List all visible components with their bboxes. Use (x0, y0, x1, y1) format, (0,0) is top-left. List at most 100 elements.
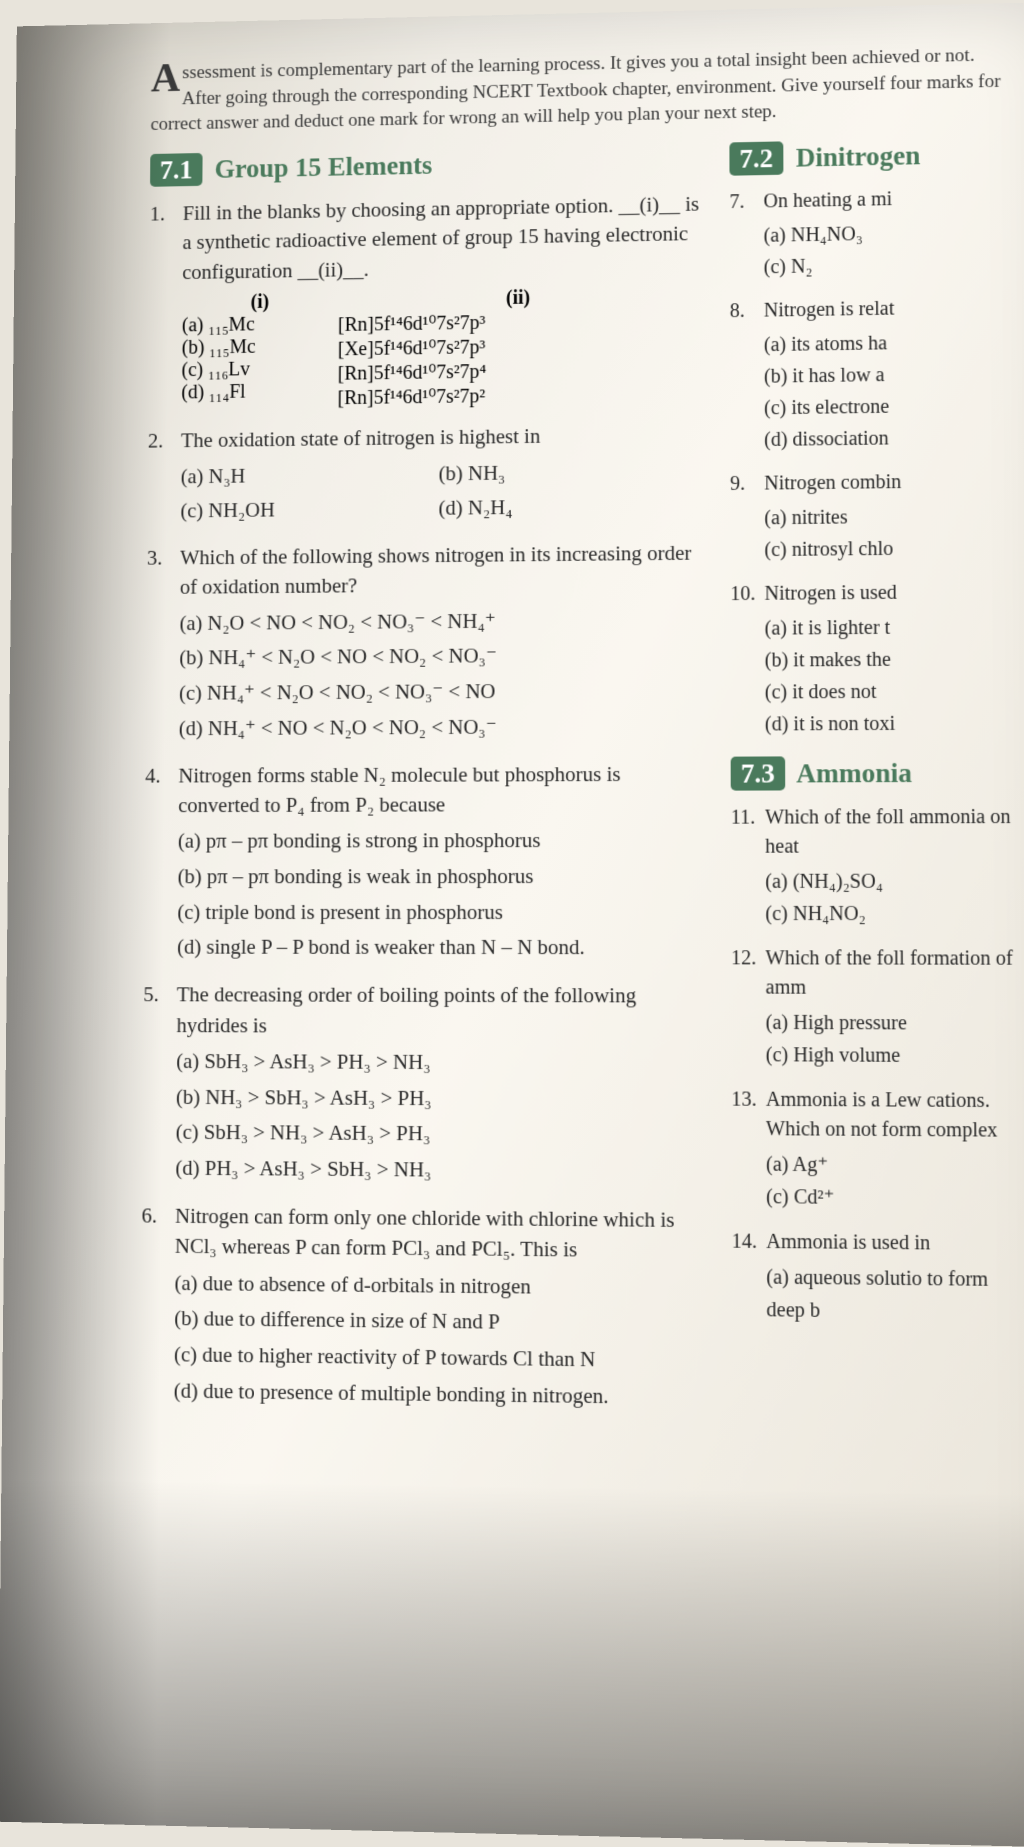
opt-a: (a) aqueous solutio to form deep b (766, 1261, 1019, 1329)
opt-c: (c) it does not (765, 675, 1015, 708)
opt-c: (c) NH₂OH (180, 491, 438, 529)
opt-d: (d) N₂H₄ (438, 489, 700, 527)
opt-d-i: (d) ₁₁₄Fl (181, 380, 337, 405)
qnum: 13. (731, 1085, 766, 1144)
q4-options: (a) pπ – pπ bonding is strong in phospho… (177, 823, 701, 966)
opt-a: (a) NH₄NO₃ (764, 216, 1012, 252)
opt-d-ii: [Rn]5f¹⁴6d¹⁰7s²7p² (338, 381, 700, 410)
q12-options: (a) High pressure (c) High volume (766, 1007, 1017, 1073)
qnum: 10. (730, 580, 764, 609)
qtext: The oxidation state of nitrogen is highe… (181, 419, 700, 455)
question-13: 13. Ammonia is a Lew cations. Which on n… (731, 1085, 1017, 1145)
two-column-layout: 7.1 Group 15 Elements 1. Fill in the bla… (140, 138, 1024, 1420)
opt-a: (a) pπ – pπ bonding is strong in phospho… (178, 823, 701, 859)
section-title: Group 15 Elements (215, 150, 433, 183)
opt-c-i: (c) ₁₁₆Lv (181, 357, 337, 382)
intro-text: ssessment is complementary part of the l… (150, 45, 1000, 135)
q11-options: (a) (NH₄)₂SO₄ (c) NH₄NO₂ (765, 865, 1016, 930)
qtext: Nitrogen forms stable N₂ molecule but ph… (178, 758, 700, 820)
section-7-3-heading: 7.3 Ammonia (731, 757, 1015, 789)
left-column: 7.1 Group 15 Elements 1. Fill in the bla… (140, 145, 701, 1416)
opt-b: (b) it makes the (765, 643, 1015, 677)
opt-c: (c) NH₄⁺ < N₂O < NO₂ < NO₃⁻ < NO (179, 673, 700, 711)
opt-d: (d) it is non toxi (765, 707, 1015, 740)
opt-b: (b) pπ – pπ bonding is weak in phosphoru… (178, 859, 701, 895)
q7-options: (a) NH₄NO₃ (c) N₂ (764, 216, 1012, 283)
textbook-page: A ssessment is complementary part of the… (0, 3, 1024, 1847)
opt-d: (d) due to presence of multiple bonding … (174, 1373, 702, 1416)
question-11: 11. Which of the foll ammonia on heat (731, 803, 1016, 862)
qnum: 4. (145, 760, 179, 820)
question-14: 14. Ammonia is used in (732, 1227, 1019, 1259)
opt-a: (a) its atoms ha (764, 325, 1012, 360)
opt-a: (a) it is lighter t (765, 611, 1014, 645)
q3-options: (a) N₂O < NO < NO₂ < NO₃⁻ < NH₄⁺ (b) NH₄… (179, 602, 701, 746)
opt-a: (a) (NH₄)₂SO₄ (765, 865, 1016, 897)
q5-options: (a) SbH₃ > AsH₃ > PH₃ > NH₃ (b) NH₃ > Sb… (175, 1044, 701, 1190)
opt-a-i: (a) ₁₁₅Mc (182, 313, 338, 338)
qnum: 8. (730, 297, 764, 326)
qnum: 11. (731, 803, 765, 861)
opt-c: (c) SbH₃ > NH₃ > AsH₃ > PH₃ (176, 1115, 701, 1154)
section-number: 7.3 (731, 756, 785, 790)
opt-a: (a) N₃H (181, 456, 439, 494)
q8-options: (a) its atoms ha (b) it has low a (c) it… (764, 325, 1013, 455)
question-6: 6. Nitrogen can form only one chloride w… (141, 1200, 701, 1266)
question-4: 4. Nitrogen forms stable N₂ molecule but… (145, 758, 701, 820)
question-3: 3. Which of the following shows nitrogen… (147, 538, 701, 603)
opt-c: (c) N₂ (764, 247, 1012, 283)
question-8: 8. Nitrogen is relat (730, 293, 1012, 326)
opt-c: (c) nitrosyl chlo (764, 532, 1013, 566)
dropcap: A (151, 61, 181, 98)
opt-a: (a) due to absence of d-orbitals in nitr… (174, 1266, 701, 1307)
qtext: Nitrogen is relat (764, 293, 1012, 326)
q10-options: (a) it is lighter t (b) it makes the (c)… (765, 611, 1015, 741)
opt-c: (c) Cd²⁺ (766, 1181, 1018, 1216)
page-bottom-shadow (0, 1478, 1024, 1847)
q1-table: (i) (a) ₁₁₅Mc (b) ₁₁₅Mc (c) ₁₁₆Lv (d) ₁₁… (181, 284, 700, 412)
opt-b: (b) due to difference in size of N and P (174, 1301, 701, 1343)
q14-options: (a) aqueous solutio to form deep b (766, 1261, 1019, 1329)
opt-d: (d) single P – P bond is weaker than N –… (177, 930, 701, 966)
right-column: 7.2 Dinitrogen 7. On heating a mi (a) NH… (729, 139, 1019, 1421)
section-number: 7.1 (150, 153, 202, 187)
qtext: Which of the foll formation of amm (765, 944, 1016, 1003)
qtext: Ammonia is used in (766, 1227, 1018, 1259)
opt-c: (c) High volume (766, 1039, 1017, 1072)
opt-b: (b) NH₃ > SbH₃ > AsH₃ > PH₃ (176, 1080, 701, 1118)
section-title: Dinitrogen (796, 140, 921, 172)
qnum: 6. (141, 1200, 175, 1261)
opt-a: (a) nitrites (764, 500, 1013, 534)
qnum: 1. (149, 199, 183, 288)
opt-b: (b) NH₃ (439, 453, 700, 491)
opt-a: (a) High pressure (766, 1007, 1017, 1040)
qtext: Nitrogen combin (764, 467, 1013, 499)
qtext: Nitrogen is used (764, 578, 1013, 609)
qtext: Nitrogen can form only one chloride with… (175, 1201, 701, 1267)
qtext: On heating a mi (763, 183, 1011, 216)
opt-b: (b) it has low a (764, 357, 1012, 392)
section-title: Ammonia (796, 758, 912, 789)
question-10: 10. Nitrogen is used (730, 578, 1013, 609)
qnum: 3. (147, 543, 181, 603)
opt-c: (c) due to higher reactivity of P toward… (174, 1337, 701, 1379)
qnum: 5. (143, 980, 177, 1041)
opt-b-i: (b) ₁₁₅Mc (182, 335, 338, 360)
qtext: The decreasing order of boiling points o… (176, 980, 700, 1042)
qnum: 14. (732, 1227, 767, 1257)
q13-options: (a) Ag⁺ (c) Cd²⁺ (766, 1148, 1018, 1215)
opt-c: (c) its electrone (764, 389, 1012, 424)
intro-paragraph: A ssessment is complementary part of the… (150, 42, 1024, 138)
opt-b: (b) NH₄⁺ < N₂O < NO < NO₂ < NO₃⁻ (179, 638, 700, 677)
question-2: 2. The oxidation state of nitrogen is hi… (148, 419, 700, 456)
qnum: 7. (730, 188, 764, 217)
question-5: 5. The decreasing order of boiling point… (143, 980, 701, 1042)
qnum: 12. (731, 944, 766, 1003)
question-12: 12. Which of the foll formation of amm (731, 944, 1017, 1003)
question-9: 9. Nitrogen combin (730, 467, 1013, 499)
qtext: Ammonia is a Lew cations. Which on not f… (766, 1085, 1018, 1145)
opt-d: (d) PH₃ > AsH₃ > SbH₃ > NH₃ (175, 1151, 701, 1191)
section-7-2-heading: 7.2 Dinitrogen (729, 139, 1010, 175)
section-7-1-heading: 7.1 Group 15 Elements (150, 145, 700, 186)
opt-a: (a) Ag⁺ (766, 1148, 1018, 1182)
